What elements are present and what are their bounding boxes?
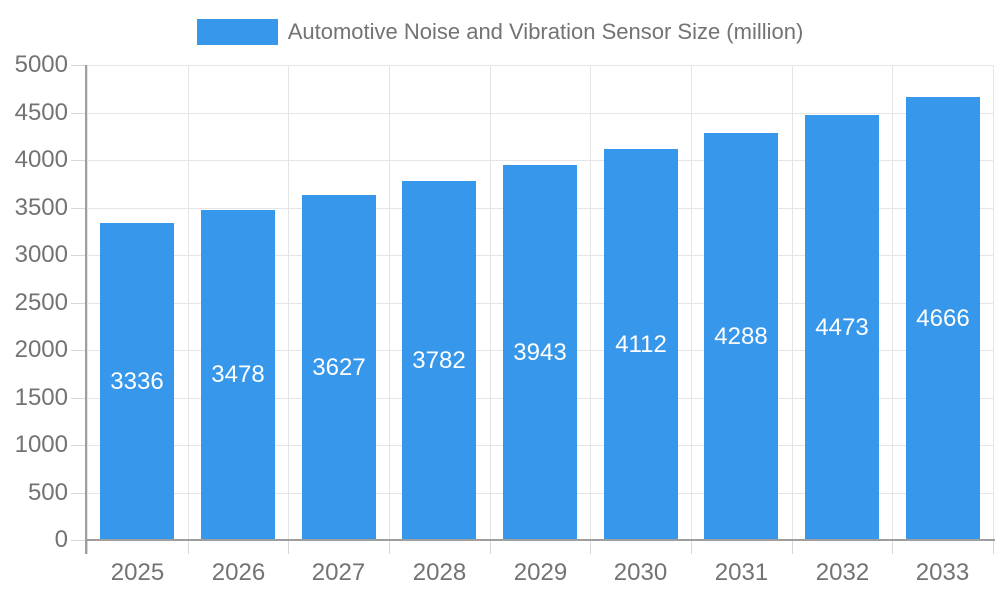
x-axis-label: 2025 bbox=[110, 559, 165, 586]
x-axis-line bbox=[85, 539, 995, 541]
bar-2033[interactable] bbox=[906, 97, 980, 540]
legend-swatch-icon bbox=[196, 19, 278, 45]
y-gridline bbox=[87, 160, 993, 161]
y-tick bbox=[71, 160, 86, 161]
y-axis-label: 2500 bbox=[14, 289, 68, 316]
bar-2031[interactable] bbox=[704, 133, 778, 540]
x-tick bbox=[389, 540, 390, 554]
x-tick bbox=[188, 540, 189, 554]
y-tick bbox=[71, 208, 86, 209]
bar-2026[interactable] bbox=[201, 210, 275, 540]
y-axis-line bbox=[85, 65, 87, 554]
y-tick bbox=[71, 303, 86, 304]
bar-2029[interactable] bbox=[503, 165, 577, 540]
bar-2027[interactable] bbox=[302, 195, 376, 540]
bar-2032[interactable] bbox=[805, 115, 879, 540]
bar-2030[interactable] bbox=[604, 149, 678, 540]
y-tick bbox=[71, 350, 86, 351]
y-tick bbox=[71, 445, 86, 446]
y-tick bbox=[71, 113, 86, 114]
x-gridline bbox=[87, 65, 88, 540]
y-axis-label: 2000 bbox=[14, 336, 68, 363]
y-axis-label: 0 bbox=[54, 526, 68, 553]
x-axis-label: 2026 bbox=[211, 559, 266, 586]
x-axis-label: 2033 bbox=[915, 559, 970, 586]
x-axis-label: 2031 bbox=[714, 559, 769, 586]
y-tick bbox=[71, 255, 86, 256]
x-tick bbox=[87, 540, 88, 554]
x-tick bbox=[490, 540, 491, 554]
x-gridline bbox=[691, 65, 692, 540]
y-gridline bbox=[87, 65, 993, 66]
x-gridline bbox=[892, 65, 893, 540]
x-gridline bbox=[993, 65, 994, 540]
y-tick bbox=[71, 540, 86, 541]
bar-2028[interactable] bbox=[402, 181, 476, 540]
y-axis-label: 3500 bbox=[14, 194, 68, 221]
x-tick bbox=[993, 540, 994, 554]
x-gridline bbox=[389, 65, 390, 540]
y-axis-label: 4500 bbox=[14, 99, 68, 126]
x-axis-label: 2028 bbox=[412, 559, 467, 586]
x-axis-label: 2027 bbox=[311, 559, 366, 586]
y-axis-label: 3000 bbox=[14, 241, 68, 268]
y-tick bbox=[71, 493, 86, 494]
x-tick bbox=[892, 540, 893, 554]
legend-label: Automotive Noise and Vibration Sensor Si… bbox=[287, 19, 804, 44]
x-gridline bbox=[188, 65, 189, 540]
x-axis-label: 2029 bbox=[513, 559, 568, 586]
legend[interactable]: Automotive Noise and Vibration Sensor Si… bbox=[0, 19, 1000, 45]
x-tick bbox=[691, 540, 692, 554]
y-axis-label: 500 bbox=[27, 479, 68, 506]
x-gridline bbox=[288, 65, 289, 540]
x-gridline bbox=[490, 65, 491, 540]
x-gridline bbox=[792, 65, 793, 540]
y-axis-label: 5000 bbox=[14, 51, 68, 78]
y-axis-label: 4000 bbox=[14, 146, 68, 173]
x-axis-label: 2032 bbox=[815, 559, 870, 586]
x-axis-label: 2030 bbox=[613, 559, 668, 586]
bar-2025[interactable] bbox=[100, 223, 174, 540]
x-tick bbox=[590, 540, 591, 554]
y-gridline bbox=[87, 113, 993, 114]
y-axis-label: 1000 bbox=[14, 431, 68, 458]
x-gridline bbox=[590, 65, 591, 540]
x-tick bbox=[792, 540, 793, 554]
y-tick bbox=[71, 398, 86, 399]
y-axis-label: 1500 bbox=[14, 384, 68, 411]
x-tick bbox=[288, 540, 289, 554]
y-tick bbox=[71, 65, 86, 66]
